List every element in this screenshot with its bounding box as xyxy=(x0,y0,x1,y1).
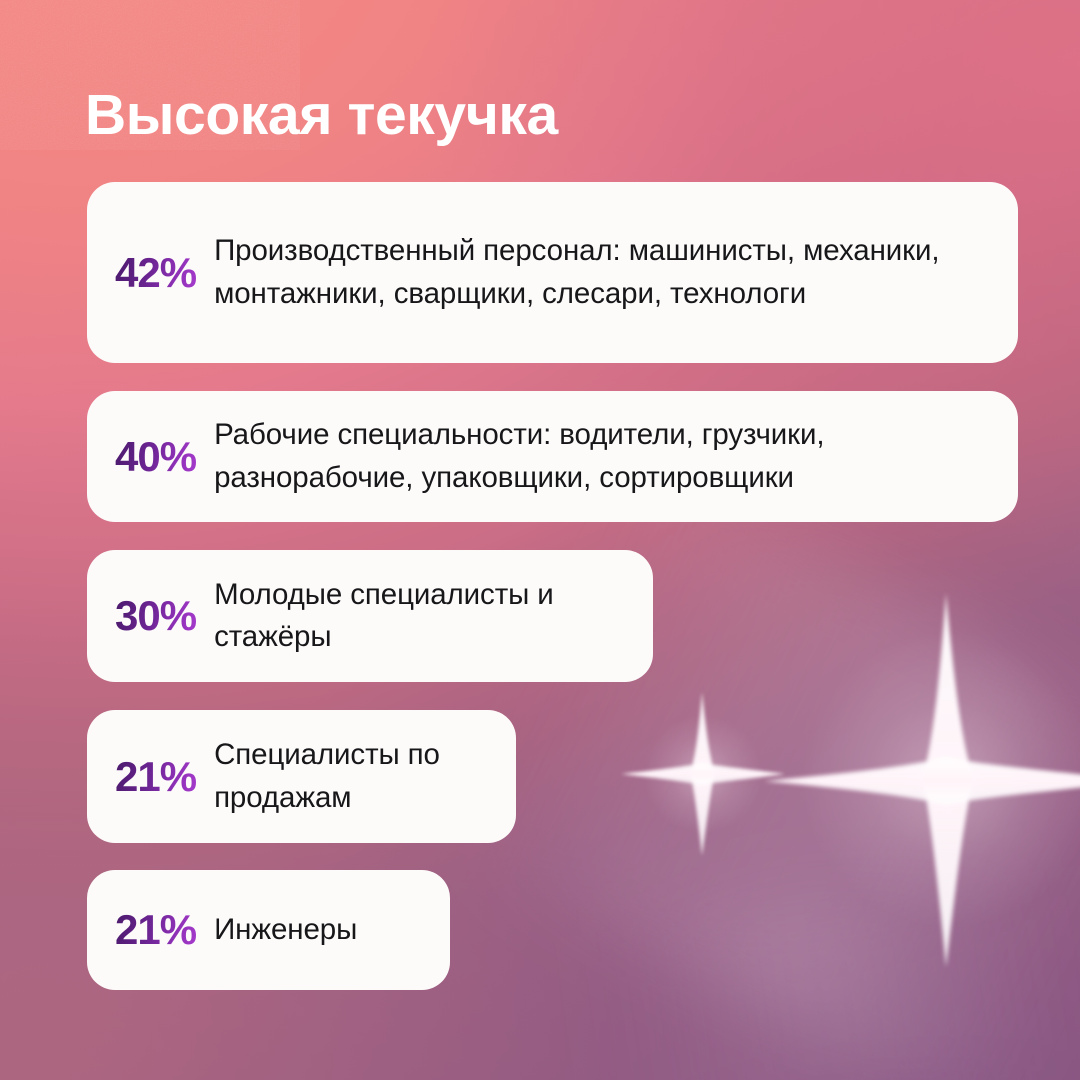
stat-card: 42% Производственный персонал: машинисты… xyxy=(87,182,1018,363)
stat-percent: 42% xyxy=(115,248,197,296)
stat-card: 21% Специалисты по продажам xyxy=(87,710,516,843)
stat-card: 21% Инженеры xyxy=(87,870,450,990)
stat-percent: 40% xyxy=(115,432,197,480)
stat-percent: 21% xyxy=(115,906,197,953)
stat-label: Специалисты по продажам xyxy=(214,738,440,814)
stat-card: 40% Рабочие специальности: водители, гру… xyxy=(87,391,1018,522)
stat-label: Молодые специалисты и стажёры xyxy=(214,577,554,653)
stat-label: Производственный персонал: машинисты, ме… xyxy=(214,234,940,310)
stat-percent: 21% xyxy=(115,752,197,800)
stat-label: Инженеры xyxy=(214,912,358,946)
stat-card: 30% Молодые специалисты и стажёры xyxy=(87,550,653,682)
stat-percent: 30% xyxy=(115,592,197,639)
page-title: Высокая текучка xyxy=(85,83,558,147)
stat-label: Рабочие специальности: водители, грузчик… xyxy=(214,418,825,494)
